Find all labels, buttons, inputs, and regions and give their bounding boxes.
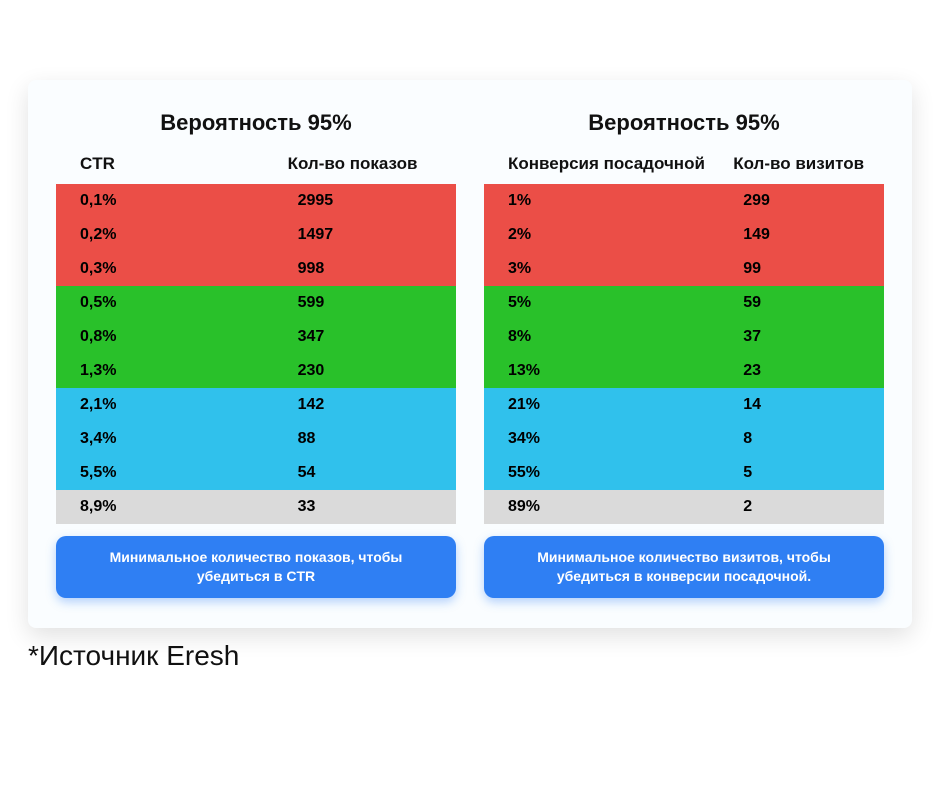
cell-value: 54: [274, 464, 456, 482]
table-row: 34%8: [484, 422, 884, 456]
table-row: 1,3%230: [56, 354, 456, 388]
tables-container: Вероятность 95% CTR Кол-во показов 0,1%2…: [56, 106, 884, 598]
table-row: 0,2%1497: [56, 218, 456, 252]
cell-metric: 1,3%: [56, 362, 274, 380]
cell-metric: 1%: [484, 192, 719, 210]
cell-metric: 21%: [484, 396, 719, 414]
cell-value: 142: [274, 396, 456, 414]
cell-value: 88: [274, 430, 456, 448]
table-row: 8%37: [484, 320, 884, 354]
cell-value: 59: [719, 294, 884, 312]
cell-value: 37: [719, 328, 884, 346]
cell-metric: 0,1%: [56, 192, 274, 210]
table-row: 5,5%54: [56, 456, 456, 490]
table-row: 8,9%33: [56, 490, 456, 524]
table-row: 1%299: [484, 184, 884, 218]
table-conversion-body: 1%2992%1493%995%598%3713%2321%1434%855%5…: [484, 184, 884, 524]
cell-value: 14: [719, 396, 884, 414]
table-ctr-body: 0,1%29950,2%14970,3%9980,5%5990,8%3471,3…: [56, 184, 456, 524]
table-ctr: Вероятность 95% CTR Кол-во показов 0,1%2…: [56, 106, 456, 598]
table-row: 0,8%347: [56, 320, 456, 354]
table-conversion: Вероятность 95% Конверсия посадочной Кол…: [484, 106, 884, 598]
cell-metric: 13%: [484, 362, 719, 380]
table-row: 2%149: [484, 218, 884, 252]
cell-metric: 0,2%: [56, 226, 274, 244]
table-conversion-title: Вероятность 95%: [484, 110, 884, 136]
cell-metric: 0,3%: [56, 260, 274, 278]
table-row: 0,1%2995: [56, 184, 456, 218]
cell-value: 299: [719, 192, 884, 210]
table-conversion-col1: Кол-во визитов: [719, 154, 874, 174]
table-row: 55%5: [484, 456, 884, 490]
cell-metric: 0,8%: [56, 328, 274, 346]
cell-metric: 5,5%: [56, 464, 274, 482]
cell-metric: 8%: [484, 328, 719, 346]
source-footnote: *Источник Eresh: [28, 640, 239, 672]
cell-value: 23: [719, 362, 884, 380]
table-row: 3,4%88: [56, 422, 456, 456]
table-conversion-col0: Конверсия посадочной: [494, 154, 719, 174]
table-ctr-header: CTR Кол-во показов: [56, 150, 456, 184]
table-ctr-col1: Кол-во показов: [274, 154, 446, 174]
cell-metric: 5%: [484, 294, 719, 312]
cell-value: 99: [719, 260, 884, 278]
cell-metric: 55%: [484, 464, 719, 482]
cell-value: 599: [274, 294, 456, 312]
cell-value: 347: [274, 328, 456, 346]
cell-metric: 2,1%: [56, 396, 274, 414]
pill-conversion: Минимальное количество визитов, чтобы уб…: [484, 536, 884, 598]
table-row: 13%23: [484, 354, 884, 388]
table-row: 0,3%998: [56, 252, 456, 286]
table-row: 0,5%599: [56, 286, 456, 320]
cell-value: 33: [274, 498, 456, 516]
table-ctr-col0: CTR: [66, 154, 274, 174]
cell-value: 998: [274, 260, 456, 278]
cell-value: 149: [719, 226, 884, 244]
table-row: 21%14: [484, 388, 884, 422]
cell-metric: 89%: [484, 498, 719, 516]
cell-metric: 2%: [484, 226, 719, 244]
cell-metric: 8,9%: [56, 498, 274, 516]
cell-value: 2: [719, 498, 884, 516]
cell-value: 8: [719, 430, 884, 448]
page: Вероятность 95% CTR Кол-во показов 0,1%2…: [0, 0, 940, 788]
cell-value: 2995: [274, 192, 456, 210]
table-row: 89%2: [484, 490, 884, 524]
table-conversion-header: Конверсия посадочной Кол-во визитов: [484, 150, 884, 184]
pill-ctr: Минимальное количество показов, чтобы уб…: [56, 536, 456, 598]
cell-value: 230: [274, 362, 456, 380]
table-ctr-title: Вероятность 95%: [56, 110, 456, 136]
cell-metric: 3%: [484, 260, 719, 278]
cell-value: 5: [719, 464, 884, 482]
table-row: 3%99: [484, 252, 884, 286]
table-row: 5%59: [484, 286, 884, 320]
cell-value: 1497: [274, 226, 456, 244]
cell-metric: 0,5%: [56, 294, 274, 312]
cell-metric: 34%: [484, 430, 719, 448]
stats-card: Вероятность 95% CTR Кол-во показов 0,1%2…: [28, 80, 912, 628]
table-row: 2,1%142: [56, 388, 456, 422]
cell-metric: 3,4%: [56, 430, 274, 448]
